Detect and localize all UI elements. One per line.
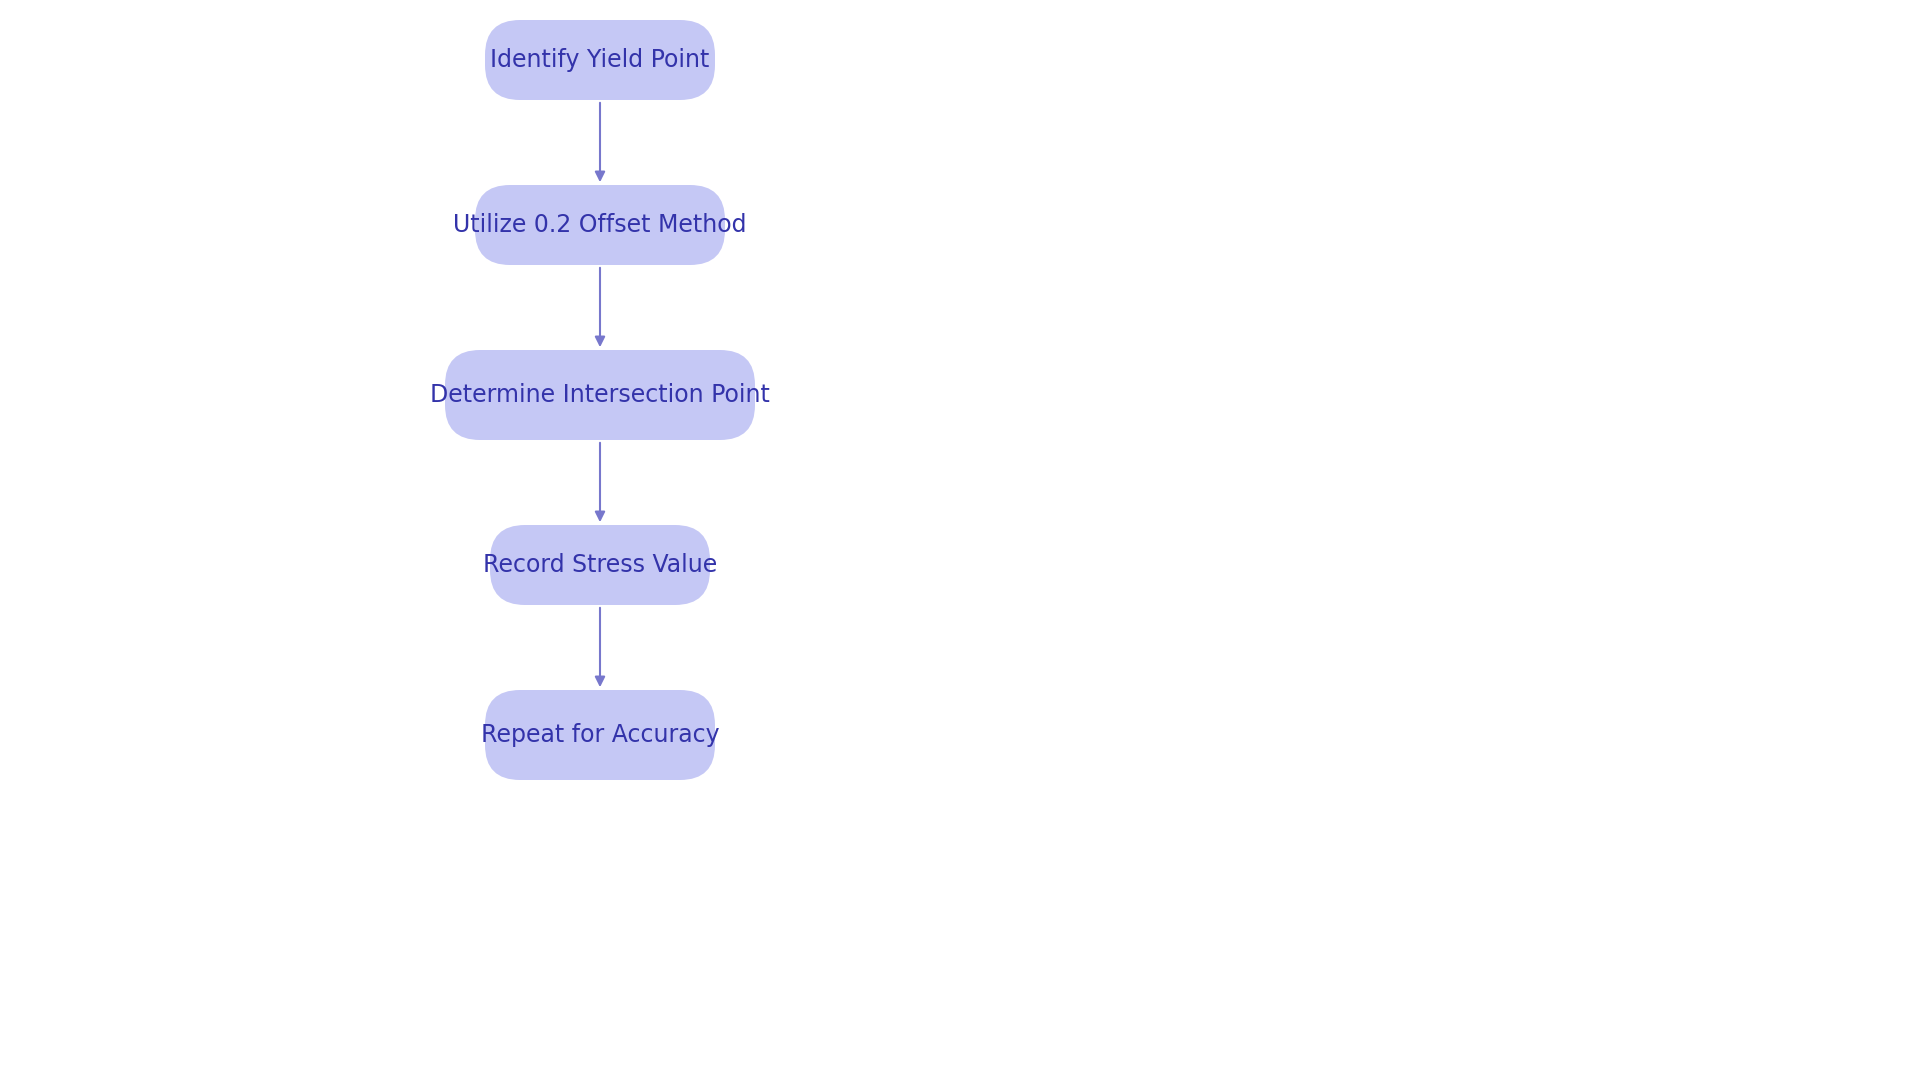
Text: Repeat for Accuracy: Repeat for Accuracy — [480, 723, 720, 747]
FancyBboxPatch shape — [486, 690, 714, 780]
FancyBboxPatch shape — [445, 350, 755, 440]
FancyBboxPatch shape — [486, 19, 714, 100]
Text: Identify Yield Point: Identify Yield Point — [490, 48, 710, 71]
Text: Record Stress Value: Record Stress Value — [482, 553, 718, 577]
Text: Utilize 0.2 Offset Method: Utilize 0.2 Offset Method — [453, 213, 747, 237]
Text: Determine Intersection Point: Determine Intersection Point — [430, 383, 770, 407]
FancyBboxPatch shape — [474, 185, 726, 265]
FancyBboxPatch shape — [490, 525, 710, 605]
